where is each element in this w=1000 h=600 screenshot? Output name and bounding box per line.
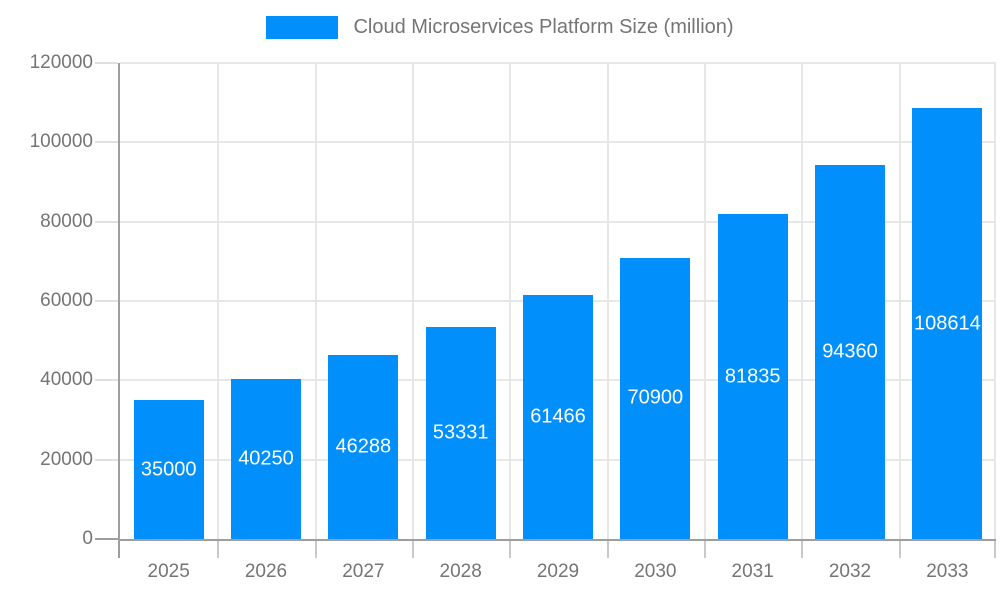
vertical-gridline — [314, 63, 317, 539]
x-axis-tick — [118, 541, 120, 558]
x-axis-tick — [801, 541, 804, 558]
x-axis-label-2031: 2031 — [731, 561, 774, 582]
x-axis-tick — [704, 541, 706, 558]
vertical-gridline — [509, 63, 512, 539]
y-axis-label: 40000 — [40, 369, 93, 391]
horizontal-gridline — [120, 141, 996, 144]
legend-swatch — [266, 16, 339, 39]
y-axis-tick — [95, 220, 118, 223]
vertical-gridline — [704, 63, 706, 539]
y-axis-tick — [95, 141, 118, 144]
y-axis-label: 80000 — [40, 210, 93, 232]
y-axis-label: 0 — [82, 528, 93, 549]
vertical-gridline — [412, 63, 414, 539]
vertical-gridline — [217, 63, 220, 539]
x-axis-tick — [314, 541, 317, 558]
bar-2027[interactable]: 46288 — [328, 355, 399, 539]
y-axis-tick — [95, 379, 118, 382]
bar-2028[interactable]: 53331 — [425, 327, 496, 539]
x-axis-label-2025: 2025 — [147, 561, 190, 582]
x-axis-label-2032: 2032 — [828, 561, 872, 582]
x-axis-tick — [217, 541, 220, 558]
bar-value-label: 35000 — [140, 458, 197, 481]
x-axis-tick — [898, 541, 901, 558]
legend-label: Cloud Microservices Platform Size (milli… — [353, 16, 734, 38]
bar-2025[interactable]: 35000 — [133, 400, 204, 539]
y-axis-label: 20000 — [40, 448, 93, 470]
chart-legend[interactable]: Cloud Microservices Platform Size (milli… — [0, 16, 1000, 39]
x-axis-label-2026: 2026 — [244, 561, 288, 582]
y-axis-label: 100000 — [29, 131, 93, 153]
y-axis-tick — [95, 458, 118, 461]
vertical-gridline — [898, 63, 901, 539]
x-axis-label-2033: 2033 — [926, 561, 969, 582]
bar-value-label: 108614 — [913, 312, 981, 335]
x-axis-tick — [994, 541, 996, 558]
bar-value-label: 81835 — [724, 365, 781, 388]
bar-value-label: 53331 — [432, 421, 489, 444]
y-axis-tick — [95, 300, 118, 302]
x-axis-label-2028: 2028 — [439, 561, 482, 582]
bar-2031[interactable]: 81835 — [717, 214, 788, 539]
bar-value-label: 46288 — [335, 435, 392, 458]
plot-area: 0 20000 40000 60000 80000 100000 120000 35000 20… — [30, 52, 996, 582]
bar-2029[interactable]: 61466 — [523, 295, 593, 539]
vertical-gridline — [801, 63, 804, 539]
bar-2026[interactable]: 40250 — [231, 379, 301, 539]
horizontal-gridline — [120, 220, 996, 223]
x-axis-tick — [412, 541, 414, 558]
y-axis-tick — [95, 538, 118, 540]
vertical-gridline — [606, 63, 609, 539]
x-axis-tick — [606, 541, 609, 558]
y-axis-label: 60000 — [40, 290, 93, 311]
x-axis-label-2029: 2029 — [536, 561, 580, 582]
bar-2032[interactable]: 94360 — [815, 164, 885, 539]
x-axis-label-2027: 2027 — [342, 561, 385, 582]
x-axis-label-2030: 2030 — [634, 561, 677, 582]
y-axis-label: 120000 — [29, 52, 93, 73]
horizontal-gridline — [120, 62, 996, 64]
bar-value-label: 61466 — [530, 405, 586, 428]
bar-2030[interactable]: 70900 — [620, 257, 691, 539]
x-axis-tick — [509, 541, 512, 558]
y-axis-tick — [95, 62, 118, 64]
bar-value-label: 40250 — [238, 447, 294, 470]
bar-value-label: 70900 — [627, 386, 684, 409]
bar-value-label: 94360 — [822, 340, 878, 363]
vertical-gridline — [994, 63, 996, 539]
bar-2033[interactable]: 108614 — [912, 108, 983, 539]
